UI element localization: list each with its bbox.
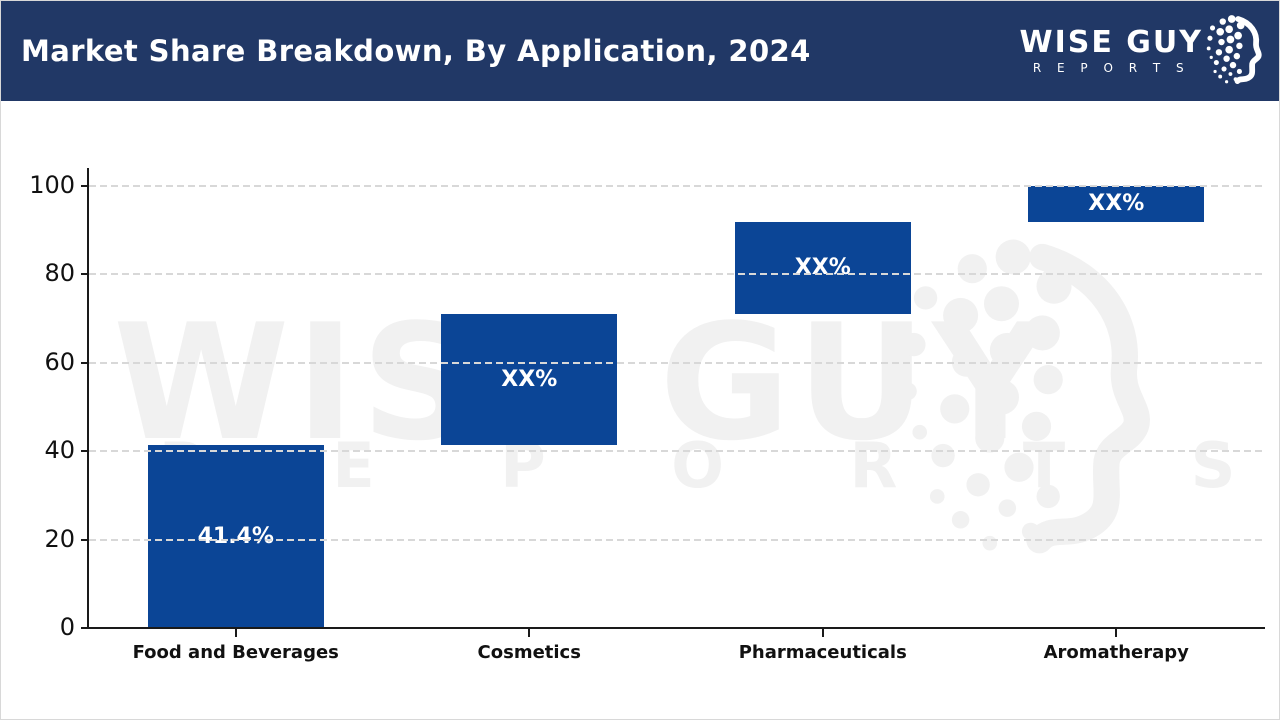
x-category-label: Cosmetics bbox=[477, 642, 581, 663]
wise-guy-logo: WISE GUY R E P O R T S bbox=[1019, 11, 1265, 91]
logo-wordmark: WISE GUY bbox=[1019, 24, 1203, 60]
y-tick-mark bbox=[81, 627, 89, 629]
x-axis-line bbox=[87, 627, 1265, 629]
gridline bbox=[89, 361, 1263, 364]
y-tick-mark bbox=[81, 273, 89, 276]
x-tick-mark bbox=[234, 629, 237, 637]
chart-title: Market Share Breakdown, By Application, … bbox=[21, 34, 811, 68]
y-tick-label: 40 bbox=[44, 436, 75, 465]
bar-aromatherapy: XX% bbox=[1028, 186, 1205, 222]
x-tick-mark bbox=[821, 629, 824, 637]
bar-value-label: 41.4% bbox=[197, 523, 274, 549]
logo-head-profile-icon bbox=[1206, 15, 1262, 84]
y-tick-label: 80 bbox=[44, 259, 75, 288]
gridline bbox=[89, 273, 1263, 276]
bar-food-and-beverages: 41.4% bbox=[147, 445, 324, 628]
x-tick-mark bbox=[1115, 629, 1118, 637]
watermark-head-profile-icon bbox=[899, 239, 1150, 554]
header: Market Share Breakdown, By Application, … bbox=[1, 1, 1279, 101]
x-category-label: Aromatherapy bbox=[1043, 642, 1189, 663]
bar-cosmetics: XX% bbox=[441, 314, 618, 445]
y-tick-mark bbox=[81, 538, 89, 541]
x-category-label: Food and Beverages bbox=[132, 642, 339, 663]
bar-value-label: XX% bbox=[501, 367, 558, 393]
logo-subtitle: R E P O R T S bbox=[1032, 61, 1190, 76]
gridline bbox=[89, 538, 1263, 541]
logo-text: WISE GUY R E P O R T S bbox=[1019, 27, 1203, 76]
bar-value-label: XX% bbox=[1088, 191, 1145, 217]
y-tick-label: 20 bbox=[44, 524, 75, 553]
y-tick-mark bbox=[81, 450, 89, 453]
y-axis-line bbox=[87, 168, 89, 629]
gridline bbox=[89, 185, 1263, 187]
y-tick-mark bbox=[81, 361, 89, 364]
y-tick-label: 60 bbox=[44, 347, 75, 376]
bar-value-label: XX% bbox=[794, 255, 851, 281]
y-tick-label: 100 bbox=[29, 171, 75, 199]
bar-pharmaceuticals: XX% bbox=[734, 221, 911, 315]
y-tick-label: 0 bbox=[59, 613, 75, 641]
gridline bbox=[89, 450, 1263, 453]
x-category-label: Pharmaceuticals bbox=[738, 642, 907, 663]
y-tick-mark bbox=[81, 185, 89, 187]
x-tick-mark bbox=[528, 629, 531, 637]
